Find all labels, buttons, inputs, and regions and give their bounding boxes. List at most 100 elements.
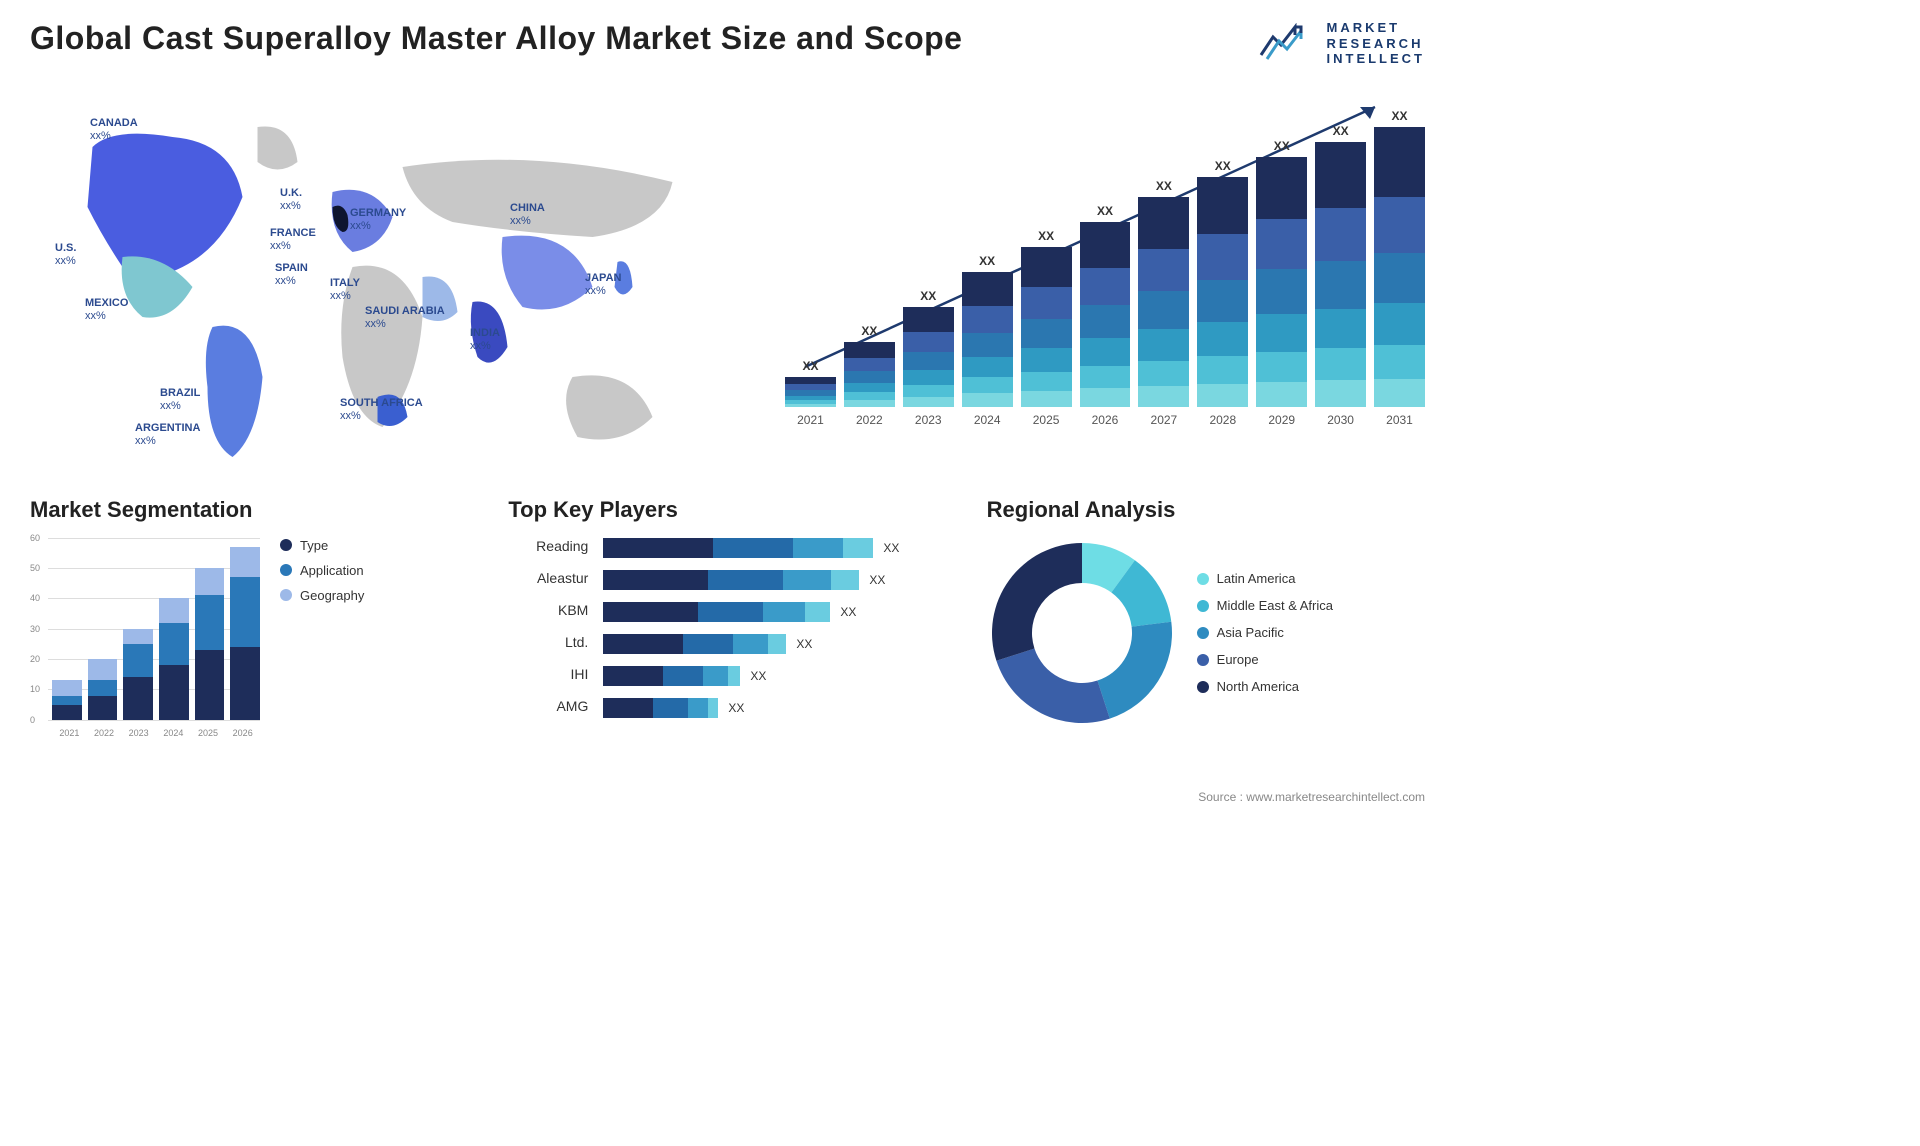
bar-stack: [785, 377, 836, 407]
bar-segment: [1315, 208, 1366, 261]
bar-segment: [1080, 222, 1131, 268]
bar-segment: [1197, 356, 1248, 384]
bar-column: XX2027: [1138, 179, 1189, 427]
seg-segment: [88, 696, 118, 720]
panel-title-regional: Regional Analysis: [987, 497, 1425, 523]
bar-stack: [1256, 157, 1307, 407]
logo-text-1: MARKET: [1327, 20, 1426, 36]
bar-x-label: 2022: [856, 413, 883, 427]
bar-value-label: XX: [1156, 179, 1172, 193]
country-label: SPAINxx%: [275, 262, 308, 288]
bar-segment: [844, 358, 895, 371]
bar-x-label: 2025: [1033, 413, 1060, 427]
bar-stack: [1138, 197, 1189, 407]
country-label: U.S.xx%: [55, 242, 76, 268]
country-label: GERMANYxx%: [350, 207, 406, 233]
hbar-segment: [831, 570, 859, 590]
hbar-segment: [728, 666, 740, 686]
bar-segment: [1315, 348, 1366, 380]
country-label: CANADAxx%: [90, 117, 138, 143]
bar-segment: [1080, 268, 1131, 305]
panel-title-segmentation: Market Segmentation: [30, 497, 468, 523]
hbar-row: XX: [603, 602, 946, 622]
market-segmentation-panel: Market Segmentation 0102030405060 202120…: [30, 497, 468, 738]
seg-segment: [88, 659, 118, 680]
legend-item: North America: [1197, 679, 1333, 694]
legend-dot-icon: [280, 564, 292, 576]
hbar-row: XX: [603, 698, 946, 718]
seg-segment: [195, 568, 225, 595]
legend-dot-icon: [1197, 681, 1209, 693]
legend-label: Application: [300, 563, 364, 578]
hbar-segment: [653, 698, 688, 718]
hbar-row: XX: [603, 666, 946, 686]
legend-dot-icon: [280, 589, 292, 601]
hbar-segment: [603, 570, 708, 590]
bar-segment: [844, 342, 895, 358]
legend-label: Type: [300, 538, 328, 553]
bar-segment: [1374, 127, 1425, 197]
bar-segment: [1197, 280, 1248, 321]
bar-segment: [1138, 329, 1189, 361]
hbar-segment: [698, 602, 763, 622]
logo-text-3: INTELLECT: [1327, 51, 1426, 67]
bar-segment: [962, 357, 1013, 377]
bar-segment: [1080, 388, 1131, 407]
bar-segment: [1315, 261, 1366, 309]
country-label: SAUDI ARABIAxx%: [365, 305, 445, 331]
panel-title-players: Top Key Players: [508, 497, 946, 523]
bar-segment: [844, 371, 895, 383]
bar-segment: [1080, 338, 1131, 366]
hbar-row: XX: [603, 634, 946, 654]
country-label: CHINAxx%: [510, 202, 545, 228]
bar-segment: [962, 333, 1013, 357]
country-label: INDIAxx%: [470, 327, 500, 353]
hbar-value: XX: [840, 605, 856, 619]
player-name: AMG: [508, 698, 588, 718]
hbar-segment: [708, 570, 783, 590]
bar-segment: [1374, 253, 1425, 303]
country-label: MEXICOxx%: [85, 297, 128, 323]
legend-dot-icon: [1197, 600, 1209, 612]
bar-segment: [1256, 219, 1307, 269]
y-tick-label: 30: [30, 624, 40, 634]
bar-value-label: XX: [1215, 159, 1231, 173]
hbar-segment: [783, 570, 831, 590]
y-tick-label: 40: [30, 593, 40, 603]
hbar-segment: [603, 634, 683, 654]
bar-stack: [844, 342, 895, 407]
legend-label: Europe: [1217, 652, 1259, 667]
bar-segment: [903, 370, 954, 385]
bar-value-label: XX: [802, 359, 818, 373]
logo-icon: [1259, 23, 1319, 63]
bar-segment: [1374, 303, 1425, 345]
bar-value-label: XX: [979, 254, 995, 268]
seg-segment: [159, 598, 189, 622]
bar-column: XX2021: [785, 359, 836, 427]
bar-stack: [1021, 247, 1072, 407]
hbar-segment: [805, 602, 830, 622]
bar-segment: [1021, 247, 1072, 287]
legend-label: Geography: [300, 588, 364, 603]
bar-stack: [903, 307, 954, 407]
country-label: ARGENTINAxx%: [135, 422, 200, 448]
bar-segment: [1374, 379, 1425, 407]
hbar-row: XX: [603, 538, 946, 558]
bar-value-label: XX: [1392, 109, 1408, 123]
bar-x-label: 2026: [1092, 413, 1119, 427]
legend-item: Type: [280, 538, 364, 553]
hbar-row: XX: [603, 570, 946, 590]
legend-dot-icon: [1197, 573, 1209, 585]
seg-bar-column: [195, 568, 225, 720]
seg-x-label: 2022: [87, 728, 122, 738]
bar-segment: [1256, 157, 1307, 220]
bar-segment: [1197, 322, 1248, 357]
bar-segment: [903, 385, 954, 397]
hbar-segment: [703, 666, 728, 686]
logo-text-2: RESEARCH: [1327, 36, 1426, 52]
seg-bar-column: [159, 598, 189, 719]
hbar-stack: [603, 538, 873, 558]
bar-segment: [1374, 197, 1425, 253]
bar-x-label: 2024: [974, 413, 1001, 427]
hbar-segment: [713, 538, 793, 558]
